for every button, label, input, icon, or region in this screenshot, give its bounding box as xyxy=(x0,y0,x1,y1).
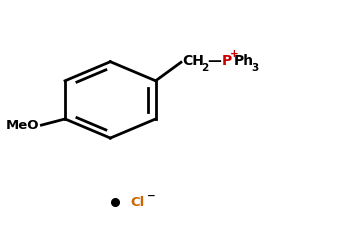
Text: CH: CH xyxy=(183,54,204,68)
Text: P: P xyxy=(221,54,232,68)
Text: 2: 2 xyxy=(201,63,208,73)
Text: Ph: Ph xyxy=(234,54,254,68)
Text: −: − xyxy=(147,191,156,201)
Text: —: — xyxy=(207,54,221,68)
Text: Cl: Cl xyxy=(131,195,145,209)
Text: 3: 3 xyxy=(252,63,259,73)
Text: +: + xyxy=(230,49,239,59)
Text: MeO: MeO xyxy=(6,119,40,132)
